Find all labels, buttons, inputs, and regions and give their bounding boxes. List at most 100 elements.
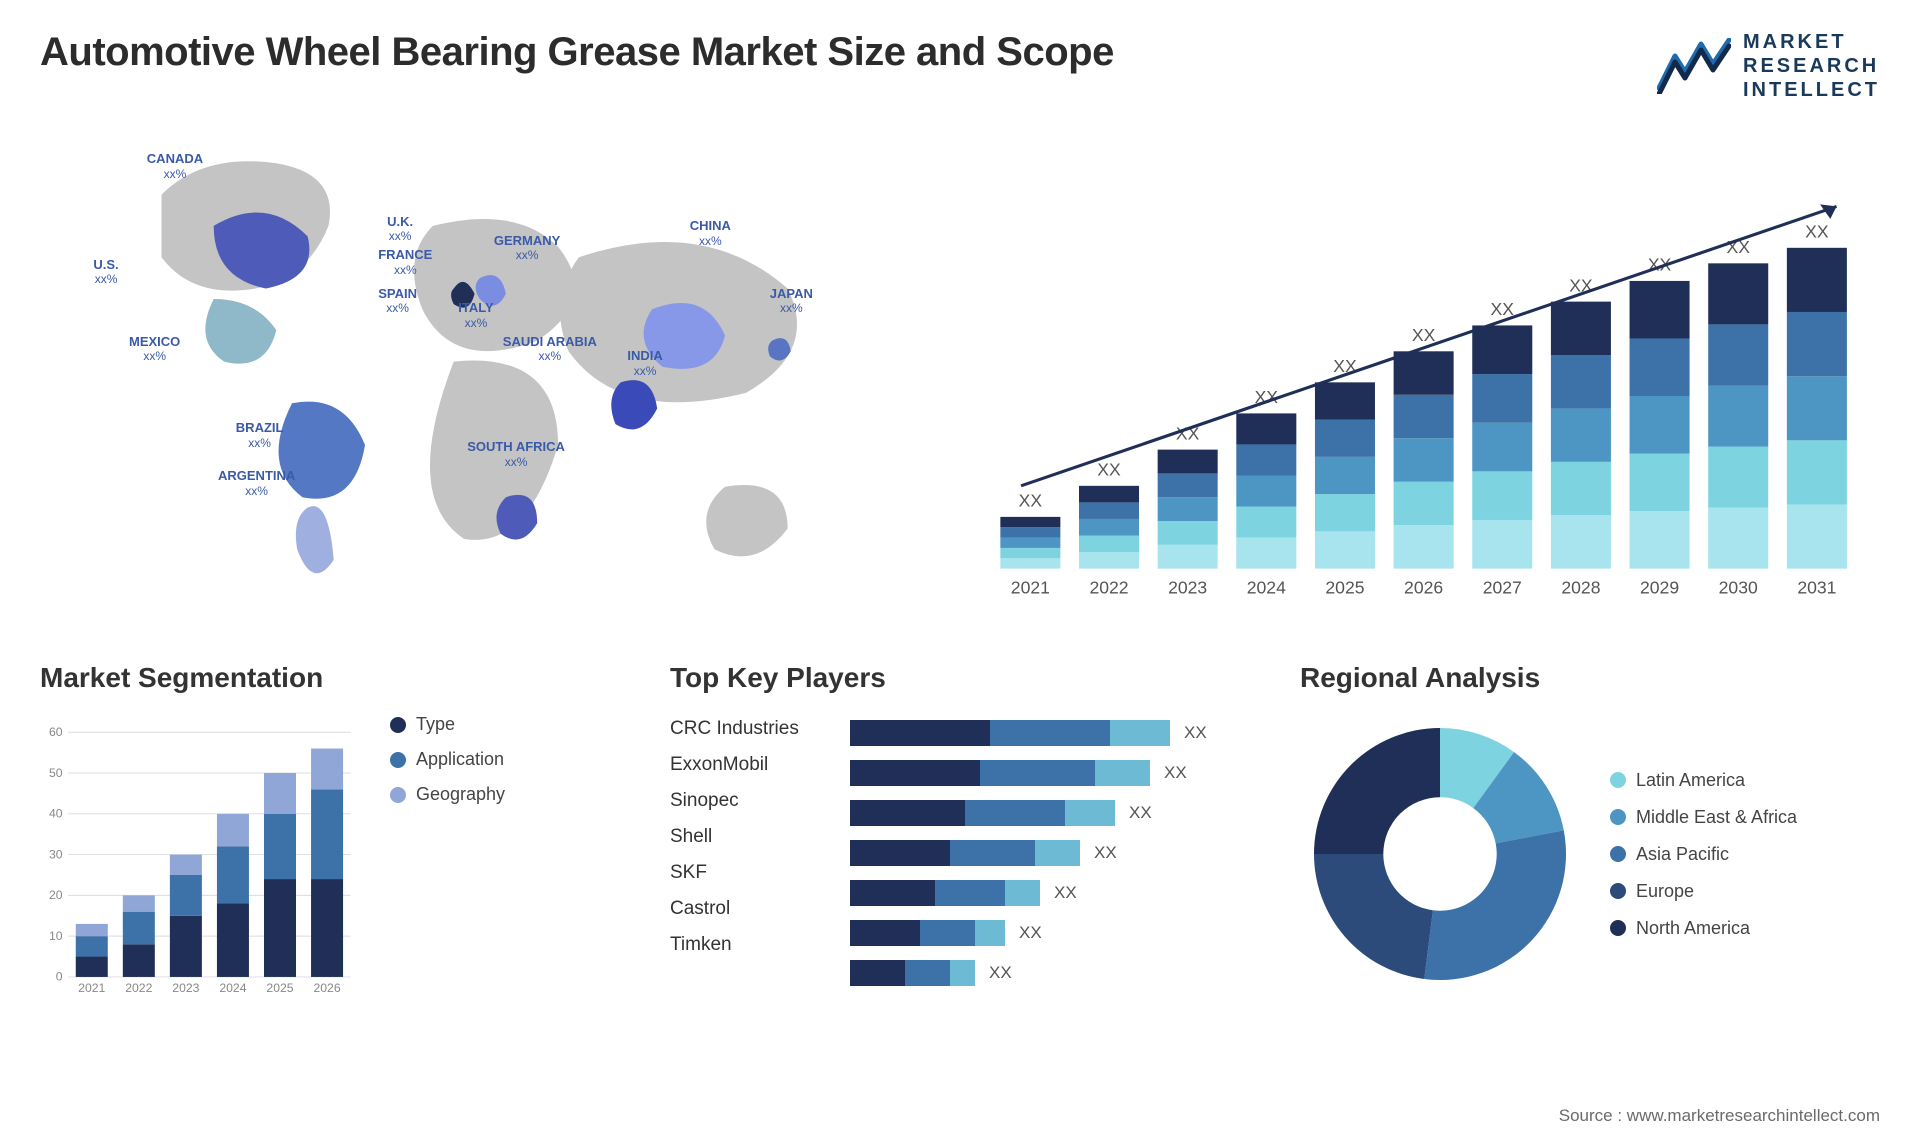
player-value: XX — [1164, 763, 1187, 783]
seg-legend-item: Type — [390, 714, 505, 735]
growth-bar-segment — [1708, 324, 1768, 385]
seg-legend-label: Type — [416, 714, 455, 735]
player-bar-row: XX — [850, 800, 1250, 826]
seg-xtick: 2024 — [219, 981, 246, 995]
growth-bar-segment — [1158, 521, 1218, 545]
growth-bar-segment — [1630, 511, 1690, 569]
seg-bar-segment — [311, 749, 343, 790]
brand-logo: MARKET RESEARCH INTELLECT — [1657, 30, 1880, 102]
player-bar-row: XX — [850, 720, 1250, 746]
player-value: XX — [989, 963, 1012, 983]
seg-legend-label: Application — [416, 749, 504, 770]
legend-dot-icon — [1610, 772, 1626, 788]
players-labels: CRC IndustriesExxonMobilSinopecShellSKFC… — [670, 714, 830, 986]
seg-bar-segment — [217, 814, 249, 847]
growth-bar-segment — [1315, 494, 1375, 531]
map-label-italy: ITALYxx% — [458, 300, 493, 330]
regional-legend-item: Latin America — [1610, 770, 1797, 791]
player-bar-segment — [920, 920, 975, 946]
player-bar-segment — [990, 720, 1110, 746]
growth-bar-segment — [1708, 508, 1768, 569]
player-bar-segment — [850, 800, 965, 826]
player-value: XX — [1054, 883, 1077, 903]
player-bar-segment — [850, 920, 920, 946]
legend-dot-icon — [390, 787, 406, 803]
seg-xtick: 2021 — [78, 981, 105, 995]
player-bar-segment — [1065, 800, 1115, 826]
player-bar — [850, 920, 1005, 946]
map-label-argentina: ARGENTINAxx% — [218, 468, 295, 498]
growth-year-label: 2024 — [1247, 577, 1286, 597]
legend-dot-icon — [1610, 809, 1626, 825]
player-label: SKF — [670, 862, 830, 884]
growth-bar-segment — [1236, 538, 1296, 569]
growth-year-label: 2022 — [1089, 577, 1128, 597]
growth-bar-segment — [1158, 473, 1218, 497]
logo-icon — [1657, 38, 1731, 94]
growth-bar-value: XX — [1491, 299, 1515, 319]
player-bar-row: XX — [850, 840, 1250, 866]
growth-bar-segment — [1630, 338, 1690, 396]
growth-bar-segment — [1158, 450, 1218, 474]
growth-bar-segment — [1787, 248, 1847, 312]
world-map-panel: CANADAxx%U.S.xx%MEXICOxx%BRAZILxx%ARGENT… — [40, 132, 930, 612]
growth-bar-value: XX — [1412, 325, 1436, 345]
growth-bar-segment — [1787, 440, 1847, 504]
seg-legend-item: Geography — [390, 784, 505, 805]
map-label-u-s-: U.S.xx% — [93, 257, 118, 287]
source-text: Source : www.marketresearchintellect.com — [1559, 1106, 1880, 1126]
player-bar — [850, 840, 1080, 866]
growth-bar-segment — [1394, 395, 1454, 438]
map-label-spain: SPAINxx% — [378, 286, 417, 316]
seg-bar-segment — [311, 879, 343, 977]
map-label-france: FRANCExx% — [378, 247, 432, 277]
growth-bar-segment — [1000, 527, 1060, 537]
logo-line-2: RESEARCH — [1743, 54, 1880, 78]
regional-legend-label: North America — [1636, 918, 1750, 939]
seg-xtick: 2023 — [172, 981, 199, 995]
page-title: Automotive Wheel Bearing Grease Market S… — [40, 30, 1114, 75]
player-bar-row: XX — [850, 960, 1250, 986]
player-bar-segment — [850, 880, 935, 906]
regional-legend: Latin AmericaMiddle East & AfricaAsia Pa… — [1610, 770, 1797, 939]
player-bar-segment — [850, 720, 990, 746]
donut-slice — [1314, 728, 1440, 854]
legend-dot-icon — [390, 752, 406, 768]
growth-bar-segment — [1079, 486, 1139, 503]
player-bar-segment — [850, 960, 905, 986]
seg-ytick: 40 — [49, 807, 63, 821]
seg-bar-segment — [264, 773, 296, 814]
player-bar-row: XX — [850, 920, 1250, 946]
growth-bar-segment — [1236, 413, 1296, 444]
world-map-icon — [40, 132, 930, 612]
seg-ytick: 60 — [49, 725, 63, 739]
seg-bar-segment — [264, 879, 296, 977]
map-label-india: INDIAxx% — [627, 348, 662, 378]
player-bar-segment — [850, 760, 980, 786]
player-label: ExxonMobil — [670, 754, 830, 776]
growth-bar-segment — [1000, 548, 1060, 558]
growth-bar-segment — [1315, 531, 1375, 568]
growth-bar-segment — [1315, 420, 1375, 457]
growth-bar-segment — [1394, 482, 1454, 525]
donut-slice — [1424, 830, 1566, 980]
growth-year-label: 2021 — [1011, 577, 1050, 597]
player-bar-segment — [965, 800, 1065, 826]
seg-bar-segment — [76, 936, 108, 956]
growth-year-label: 2027 — [1483, 577, 1522, 597]
growth-bar-segment — [1472, 374, 1532, 423]
seg-legend-item: Application — [390, 749, 505, 770]
growth-bar-segment — [1158, 545, 1218, 569]
player-label: Castrol — [670, 898, 830, 920]
seg-ytick: 0 — [56, 970, 63, 984]
player-bar-segment — [980, 760, 1095, 786]
map-label-canada: CANADAxx% — [147, 151, 203, 181]
growth-bar-segment — [1630, 454, 1690, 512]
seg-bar-segment — [217, 846, 249, 903]
growth-bar-segment — [1000, 558, 1060, 568]
regional-legend-label: Europe — [1636, 881, 1694, 902]
growth-bar-segment — [1158, 497, 1218, 521]
seg-bar-segment — [123, 912, 155, 945]
seg-bar-segment — [311, 789, 343, 879]
legend-dot-icon — [1610, 920, 1626, 936]
